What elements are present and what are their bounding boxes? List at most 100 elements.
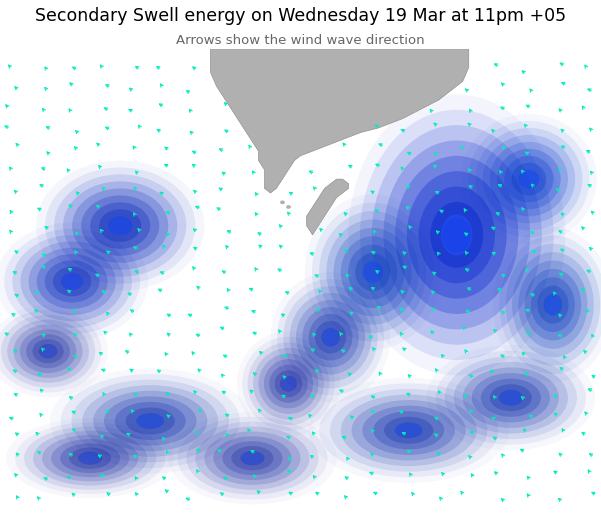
Ellipse shape: [407, 171, 507, 299]
Ellipse shape: [20, 242, 124, 321]
Ellipse shape: [213, 436, 291, 480]
Ellipse shape: [499, 390, 523, 405]
Ellipse shape: [12, 235, 132, 328]
Ellipse shape: [384, 417, 433, 444]
Ellipse shape: [108, 216, 132, 235]
Ellipse shape: [519, 170, 539, 189]
Ellipse shape: [108, 216, 132, 235]
Ellipse shape: [312, 203, 433, 341]
Ellipse shape: [40, 345, 56, 358]
Ellipse shape: [490, 142, 568, 216]
Text: Secondary Swell energy on Wednesday 19 Mar at 11pm +05: Secondary Swell energy on Wednesday 19 M…: [35, 7, 566, 25]
Ellipse shape: [284, 286, 378, 389]
Ellipse shape: [37, 254, 108, 309]
Ellipse shape: [499, 235, 601, 374]
Ellipse shape: [362, 406, 455, 455]
Ellipse shape: [309, 314, 352, 360]
Ellipse shape: [99, 209, 141, 242]
Ellipse shape: [483, 135, 575, 223]
Ellipse shape: [481, 379, 541, 417]
Ellipse shape: [24, 427, 156, 490]
Ellipse shape: [322, 328, 339, 346]
Ellipse shape: [499, 390, 523, 406]
Ellipse shape: [240, 451, 264, 465]
Ellipse shape: [395, 423, 423, 438]
Ellipse shape: [319, 383, 498, 478]
Ellipse shape: [430, 202, 483, 268]
Ellipse shape: [334, 228, 412, 316]
Ellipse shape: [93, 391, 207, 451]
Ellipse shape: [269, 364, 308, 403]
Polygon shape: [307, 179, 349, 235]
Ellipse shape: [248, 342, 329, 425]
Ellipse shape: [319, 211, 426, 333]
Ellipse shape: [537, 286, 569, 324]
Ellipse shape: [326, 219, 419, 325]
Ellipse shape: [4, 229, 140, 334]
Ellipse shape: [286, 205, 291, 209]
Ellipse shape: [468, 121, 590, 237]
Ellipse shape: [394, 423, 423, 438]
Ellipse shape: [512, 252, 594, 357]
Ellipse shape: [322, 328, 340, 346]
Ellipse shape: [302, 307, 359, 368]
Ellipse shape: [38, 344, 58, 358]
Ellipse shape: [0, 310, 102, 393]
Ellipse shape: [525, 269, 581, 340]
Ellipse shape: [290, 293, 371, 381]
Ellipse shape: [61, 273, 83, 290]
Ellipse shape: [315, 321, 346, 354]
Ellipse shape: [504, 156, 554, 203]
Ellipse shape: [15, 423, 165, 494]
Ellipse shape: [355, 253, 390, 291]
Ellipse shape: [61, 273, 83, 290]
Ellipse shape: [362, 262, 383, 283]
Ellipse shape: [136, 414, 165, 428]
Ellipse shape: [78, 453, 102, 464]
Ellipse shape: [20, 329, 76, 373]
Ellipse shape: [115, 402, 186, 440]
Ellipse shape: [545, 293, 561, 316]
Ellipse shape: [348, 245, 397, 300]
Ellipse shape: [177, 417, 328, 500]
Ellipse shape: [531, 277, 575, 332]
Ellipse shape: [360, 110, 554, 360]
Ellipse shape: [472, 373, 550, 423]
Ellipse shape: [497, 149, 561, 209]
Ellipse shape: [90, 203, 150, 249]
Ellipse shape: [69, 448, 111, 469]
Ellipse shape: [204, 431, 300, 485]
Ellipse shape: [63, 181, 177, 270]
Ellipse shape: [126, 408, 175, 434]
Ellipse shape: [240, 452, 264, 465]
Ellipse shape: [341, 394, 477, 466]
Ellipse shape: [53, 267, 91, 296]
Ellipse shape: [78, 452, 102, 465]
Ellipse shape: [195, 427, 310, 490]
Ellipse shape: [363, 261, 382, 283]
Ellipse shape: [544, 294, 563, 316]
Ellipse shape: [436, 351, 586, 445]
Ellipse shape: [371, 125, 542, 345]
Ellipse shape: [445, 356, 577, 439]
Ellipse shape: [82, 385, 218, 457]
Ellipse shape: [258, 354, 319, 414]
Ellipse shape: [296, 300, 365, 374]
Ellipse shape: [72, 379, 229, 463]
Ellipse shape: [490, 384, 532, 411]
Ellipse shape: [441, 214, 472, 255]
Ellipse shape: [13, 324, 83, 378]
Ellipse shape: [28, 248, 115, 315]
Ellipse shape: [330, 389, 487, 472]
Ellipse shape: [511, 163, 546, 195]
Ellipse shape: [186, 421, 319, 494]
Ellipse shape: [42, 435, 138, 482]
Ellipse shape: [506, 244, 600, 365]
Ellipse shape: [463, 368, 559, 428]
Ellipse shape: [33, 431, 147, 486]
Polygon shape: [210, 49, 469, 193]
Ellipse shape: [519, 261, 588, 349]
Ellipse shape: [275, 370, 302, 397]
Ellipse shape: [26, 334, 70, 368]
Ellipse shape: [44, 260, 99, 303]
